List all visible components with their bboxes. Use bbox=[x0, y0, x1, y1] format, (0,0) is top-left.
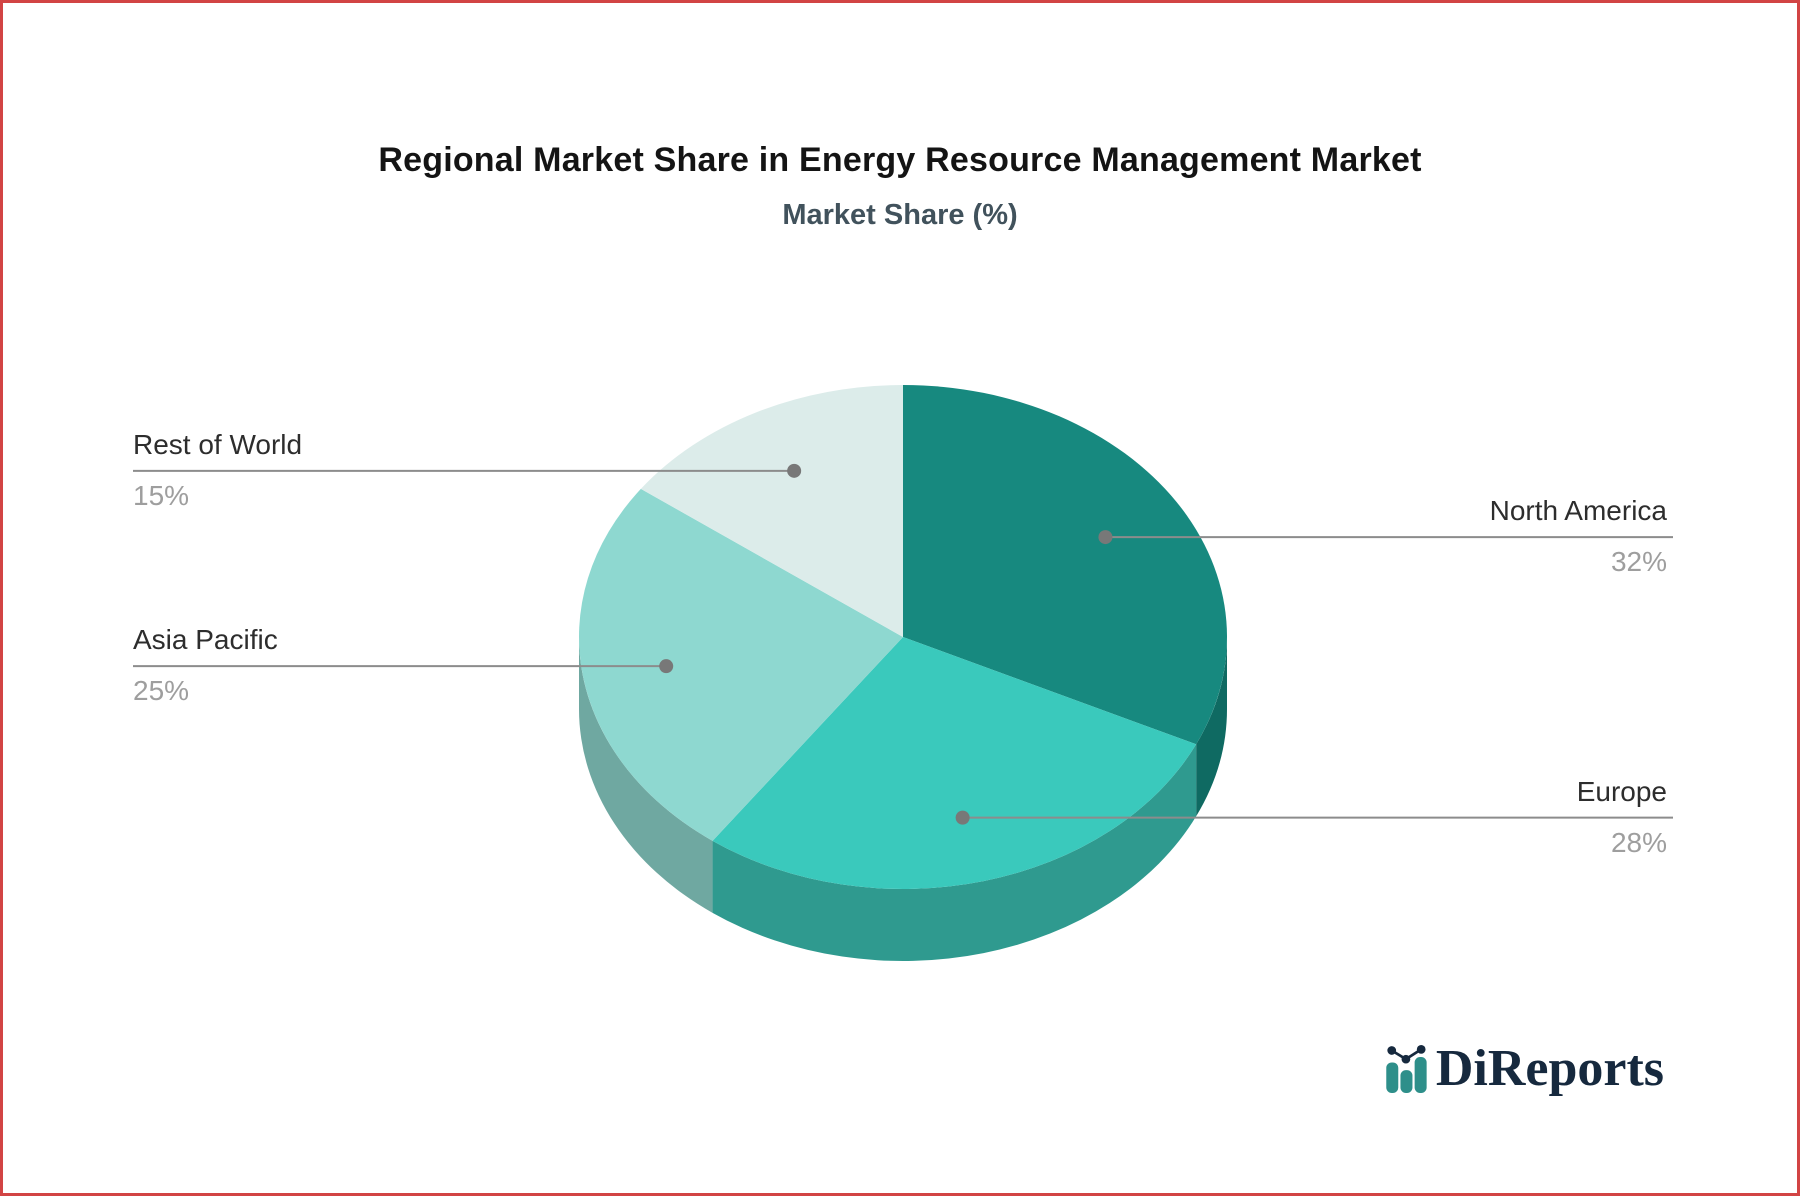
slice-label-rest-of-world: Rest of World bbox=[133, 428, 303, 460]
logo-bar bbox=[1400, 1070, 1413, 1093]
slice-percent-rest-of-world: 15% bbox=[133, 479, 190, 511]
leader-dot-europe bbox=[955, 810, 970, 825]
slice-label-north-america: North America bbox=[1489, 495, 1667, 527]
pie-slice-side-asia-pacific bbox=[579, 637, 713, 913]
leader-dot-asia-pacific bbox=[659, 659, 674, 674]
slice-percent-asia-pacific: 25% bbox=[133, 675, 190, 707]
chart-subtitle: Market Share (%) bbox=[782, 199, 1018, 231]
leader-dot-rest-of-world bbox=[787, 463, 802, 478]
logo-text: DiReports bbox=[1435, 1040, 1664, 1097]
pie-slice-north-america bbox=[903, 385, 1227, 745]
logo-line-dot bbox=[1401, 1054, 1411, 1064]
pie-slice-side-europe bbox=[712, 744, 1197, 961]
pie-chart: North America 32% Europe 28% Asia Pacific 25%… bbox=[3, 3, 1797, 1193]
slice-percent-europe: 28% bbox=[1610, 826, 1667, 858]
pie-slice-rest-of-world bbox=[640, 385, 903, 637]
slice-percent-north-america: 32% bbox=[1610, 546, 1667, 578]
logo-bar bbox=[1414, 1057, 1427, 1093]
logo-line-dot bbox=[1416, 1045, 1426, 1054]
pie-slice-asia-pacific bbox=[578, 488, 903, 841]
direports-logo: DiReports bbox=[1384, 1043, 1664, 1095]
logo-line-dot bbox=[1387, 1046, 1396, 1055]
logo-bar bbox=[1386, 1062, 1399, 1093]
chart-title: Regional Market Share in Energy Resource… bbox=[378, 141, 1422, 179]
pie-3d-canvas bbox=[133, 385, 1673, 961]
leader-dot-north-america bbox=[1098, 530, 1113, 545]
pie-slice-europe bbox=[712, 637, 1197, 889]
pie-slice-side-north-america bbox=[1196, 637, 1227, 817]
slice-label-europe: Europe bbox=[1576, 775, 1667, 807]
slice-label-asia-pacific: Asia Pacific bbox=[133, 624, 278, 656]
bar-line-chart-icon bbox=[1386, 1045, 1427, 1093]
